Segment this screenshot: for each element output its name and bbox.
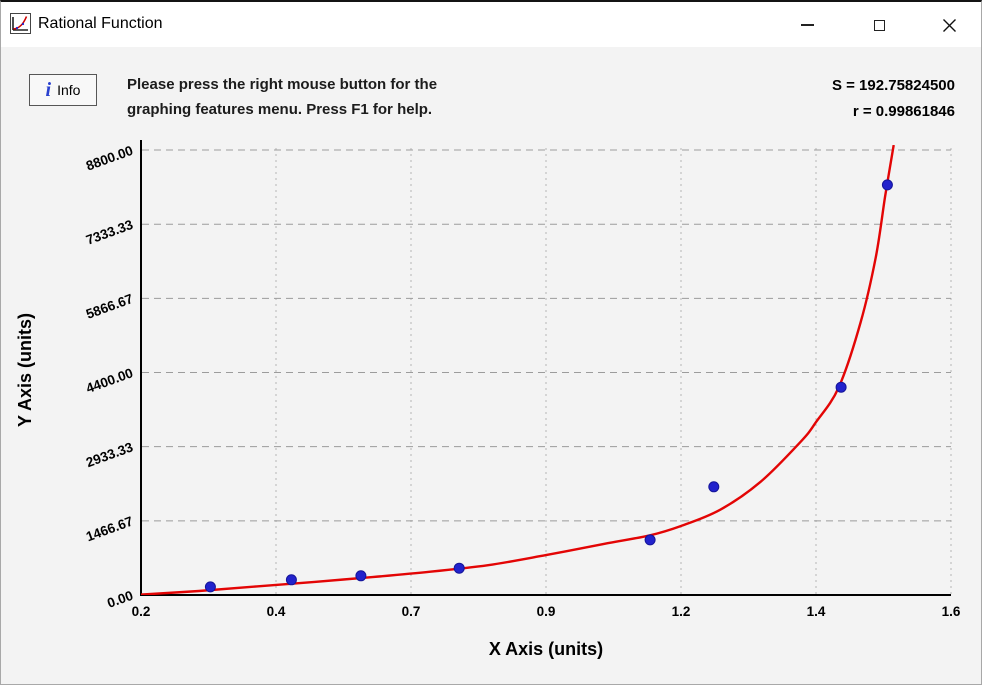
minimize-button[interactable]: [791, 10, 823, 40]
maximize-button[interactable]: [863, 10, 895, 40]
x-tick-label: 1.6: [942, 604, 961, 619]
minimize-icon: [800, 24, 814, 26]
data-point: [204, 581, 216, 593]
x-tick-label: 0.9: [537, 604, 556, 619]
close-icon: [942, 18, 956, 32]
instructions-line1: Please press the right mouse button for …: [127, 76, 438, 93]
plot-area[interactable]: 0.2 0.4 0.7 0.9 1.2 1.4 1.6 0.00 1466.67 2933.33 4…: [1, 132, 982, 685]
info-button-label: Info: [57, 82, 81, 98]
data-point: [285, 574, 297, 586]
x-tick-label: 0.4: [267, 604, 286, 619]
maximize-icon: [873, 19, 885, 31]
window-title: Rational Function: [38, 15, 163, 32]
instructions: Please press the right mouse button for …: [127, 72, 437, 122]
y-tick-label: 1466.67: [84, 514, 135, 545]
close-button[interactable]: [933, 10, 965, 40]
y-tick-label: 2933.33: [84, 439, 135, 470]
y-tick-label: 8800.00: [84, 143, 135, 174]
x-tick-label: 0.2: [132, 604, 151, 619]
x-tick-label: 1.2: [672, 604, 691, 619]
fit-stats: S = 192.75824500 r = 0.99861846: [832, 73, 955, 125]
fit-curve: [141, 145, 895, 595]
y-tick-label: 4400.00: [84, 365, 135, 396]
data-point: [835, 381, 847, 393]
y-axis-title: Y Axis (units): [15, 313, 35, 427]
y-tick-label: 5866.67: [84, 291, 135, 322]
data-point: [708, 481, 720, 493]
info-icon: i: [45, 79, 52, 101]
stat-standard-error: S = 192.75824500: [831, 77, 955, 94]
info-button[interactable]: i Info: [29, 74, 97, 106]
y-tick-label: 7333.33: [84, 217, 135, 248]
app-icon: [10, 13, 31, 34]
stat-correlation: r = 0.99861846: [852, 103, 955, 120]
x-axis-title: X Axis (units): [489, 639, 603, 659]
data-point: [644, 534, 656, 546]
x-tick-label: 1.4: [807, 604, 826, 619]
titlebar: Rational Function: [1, 2, 981, 47]
data-point: [355, 570, 367, 582]
x-tick-label: 0.7: [402, 604, 421, 619]
instructions-line2: graphing features menu. Press F1 for hel…: [127, 101, 433, 118]
data-point: [453, 562, 465, 574]
y-tick-label: 0.00: [105, 588, 135, 611]
data-point: [881, 179, 893, 191]
